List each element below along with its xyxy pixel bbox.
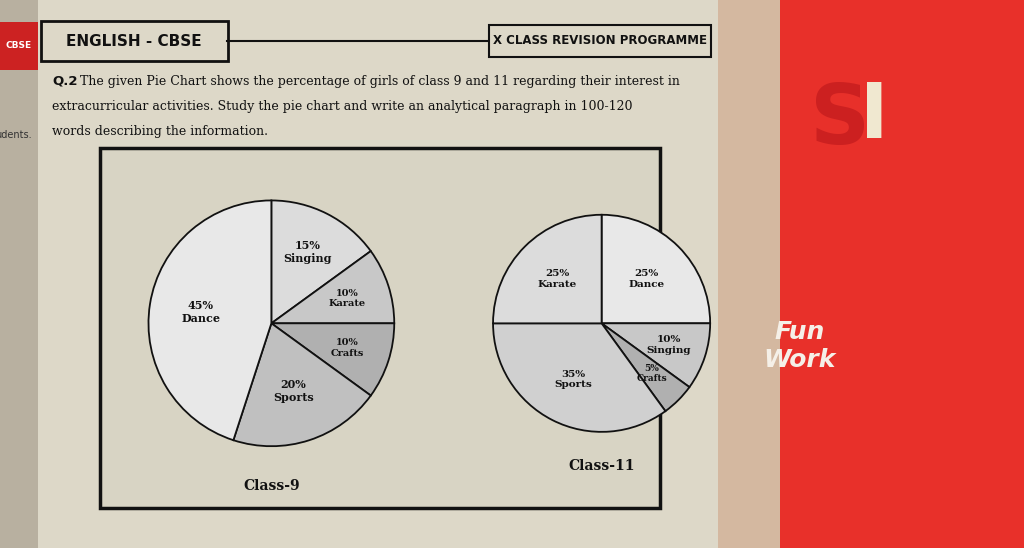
Wedge shape (233, 323, 371, 446)
Text: words describing the information.: words describing the information. (52, 125, 268, 138)
Text: 5%
Crafts: 5% Crafts (636, 363, 667, 383)
Text: 35%
Sports: 35% Sports (554, 370, 592, 389)
Wedge shape (602, 323, 711, 387)
Text: 45%
Dance: 45% Dance (181, 300, 220, 324)
Wedge shape (601, 215, 711, 323)
Text: Fun
Work: Fun Work (764, 320, 837, 372)
Text: CBSE: CBSE (6, 42, 32, 50)
Wedge shape (602, 323, 689, 411)
Text: Q.2: Q.2 (52, 75, 78, 88)
Wedge shape (494, 215, 602, 323)
FancyBboxPatch shape (100, 148, 660, 508)
Text: 10%
Crafts: 10% Crafts (331, 338, 364, 358)
Text: 25%
Karate: 25% Karate (538, 269, 577, 288)
Title: Class-11: Class-11 (568, 459, 635, 473)
FancyBboxPatch shape (41, 21, 228, 61)
Bar (0, 0, 38, 548)
Text: I: I (860, 80, 889, 154)
Wedge shape (271, 323, 394, 396)
Text: 15%
Singing: 15% Singing (284, 240, 332, 264)
Text: udents.: udents. (0, 130, 32, 140)
Text: 10%
Karate: 10% Karate (329, 289, 366, 309)
Title: Class-9: Class-9 (243, 479, 300, 493)
Wedge shape (148, 201, 271, 440)
Text: S: S (810, 80, 870, 161)
Text: The given Pie Chart shows the percentage of girls of class 9 and 11 regarding th: The given Pie Chart shows the percentage… (80, 75, 680, 88)
Wedge shape (494, 323, 666, 432)
FancyBboxPatch shape (0, 22, 38, 70)
Text: 25%
Dance: 25% Dance (628, 269, 665, 288)
Text: 10%
Singing: 10% Singing (646, 335, 691, 355)
Text: 20%
Sports: 20% Sports (273, 379, 313, 403)
Text: extracurricular activities. Study the pie chart and write an analytical paragrap: extracurricular activities. Study the pi… (52, 100, 633, 113)
Text: ENGLISH - CBSE: ENGLISH - CBSE (67, 33, 202, 49)
Wedge shape (271, 201, 371, 323)
Bar (718, 0, 1024, 548)
FancyBboxPatch shape (489, 25, 711, 57)
Text: X CLASS REVISION PROGRAMME: X CLASS REVISION PROGRAMME (493, 35, 707, 48)
Wedge shape (271, 251, 394, 323)
Bar (780, 0, 1024, 548)
Bar (38, 0, 718, 548)
